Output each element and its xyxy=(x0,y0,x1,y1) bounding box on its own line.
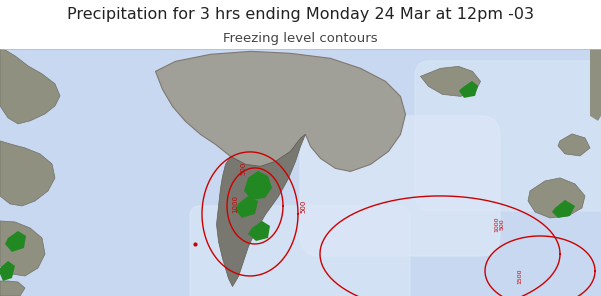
FancyBboxPatch shape xyxy=(415,61,601,211)
Text: 500: 500 xyxy=(300,199,306,213)
Text: Freezing level contours: Freezing level contours xyxy=(223,32,378,45)
Text: Precipitation for 3 hrs ending Monday 24 Mar at 12pm -03: Precipitation for 3 hrs ending Monday 24… xyxy=(67,7,534,22)
Text: 1000: 1000 xyxy=(495,216,499,232)
FancyBboxPatch shape xyxy=(300,116,500,256)
Text: 500: 500 xyxy=(499,218,504,230)
FancyBboxPatch shape xyxy=(190,206,410,296)
Text: 1000: 1000 xyxy=(232,195,238,213)
Text: 500: 500 xyxy=(240,161,246,175)
Text: 1500: 1500 xyxy=(517,268,522,284)
